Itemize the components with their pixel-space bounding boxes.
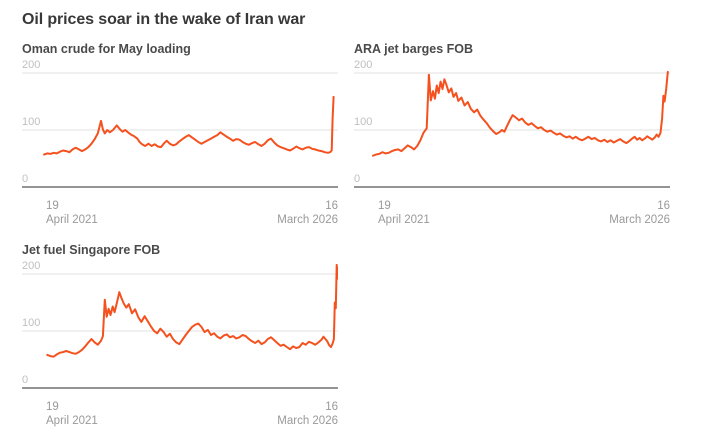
x-axis-start-label: 19 April 2021 — [354, 199, 430, 227]
x-axis-start-label: 19 April 2021 — [22, 199, 98, 227]
page-title: Oil prices soar in the wake of Iran war — [22, 11, 306, 28]
line-chart — [22, 263, 338, 389]
charts-grid: Oman crude for May loading 200 100 0 19 … — [22, 43, 686, 428]
x-axis-labels: 19 April 2021 16 March 2026 — [354, 199, 670, 227]
y-tick-100: 100 — [22, 317, 41, 329]
x-start-day: 19 — [46, 200, 59, 212]
x-axis-labels: 19 April 2021 16 March 2026 — [22, 199, 338, 227]
x-end-day: 16 — [325, 401, 338, 413]
x-end-day: 16 — [657, 200, 670, 212]
x-axis-labels: 19 April 2021 16 March 2026 — [22, 400, 338, 428]
x-end-date: March 2026 — [609, 214, 670, 226]
chart-ara-jet-barges: ARA jet barges FOB 200 100 0 19 April 20… — [354, 43, 670, 227]
y-tick-100: 100 — [22, 116, 41, 128]
y-tick-200: 200 — [22, 260, 41, 272]
x-axis-end-label: 16 March 2026 — [277, 199, 338, 227]
chart-jet-fuel-singapore: Jet fuel Singapore FOB 200 100 0 19 Apri… — [22, 244, 338, 428]
chart-title: Jet fuel Singapore FOB — [22, 243, 161, 257]
y-tick-0: 0 — [354, 173, 361, 185]
plot-area: 200 100 0 — [22, 57, 338, 195]
plot-area: 200 100 0 — [22, 258, 338, 396]
y-tick-100: 100 — [354, 116, 373, 128]
x-start-day: 19 — [378, 200, 391, 212]
x-start-date: April 2021 — [378, 214, 430, 226]
chart-title: ARA jet barges FOB — [354, 42, 474, 56]
y-tick-0: 0 — [22, 374, 29, 386]
x-end-day: 16 — [325, 200, 338, 212]
x-axis-start-label: 19 April 2021 — [22, 400, 98, 428]
x-axis-end-label: 16 March 2026 — [277, 400, 338, 428]
x-start-day: 19 — [46, 401, 59, 413]
line-chart — [354, 70, 670, 188]
y-tick-0: 0 — [22, 173, 29, 185]
chart-oman-crude: Oman crude for May loading 200 100 0 19 … — [22, 43, 338, 227]
x-axis-end-label: 16 March 2026 — [609, 199, 670, 227]
x-start-date: April 2021 — [46, 214, 98, 226]
plot-area: 200 100 0 — [354, 57, 670, 195]
chart-title: Oman crude for May loading — [22, 42, 191, 56]
line-chart — [22, 72, 338, 188]
y-tick-200: 200 — [22, 59, 41, 71]
x-start-date: April 2021 — [46, 415, 98, 427]
y-tick-200: 200 — [354, 59, 373, 71]
x-end-date: March 2026 — [277, 214, 338, 226]
empty-cell — [354, 244, 670, 428]
x-end-date: March 2026 — [277, 415, 338, 427]
